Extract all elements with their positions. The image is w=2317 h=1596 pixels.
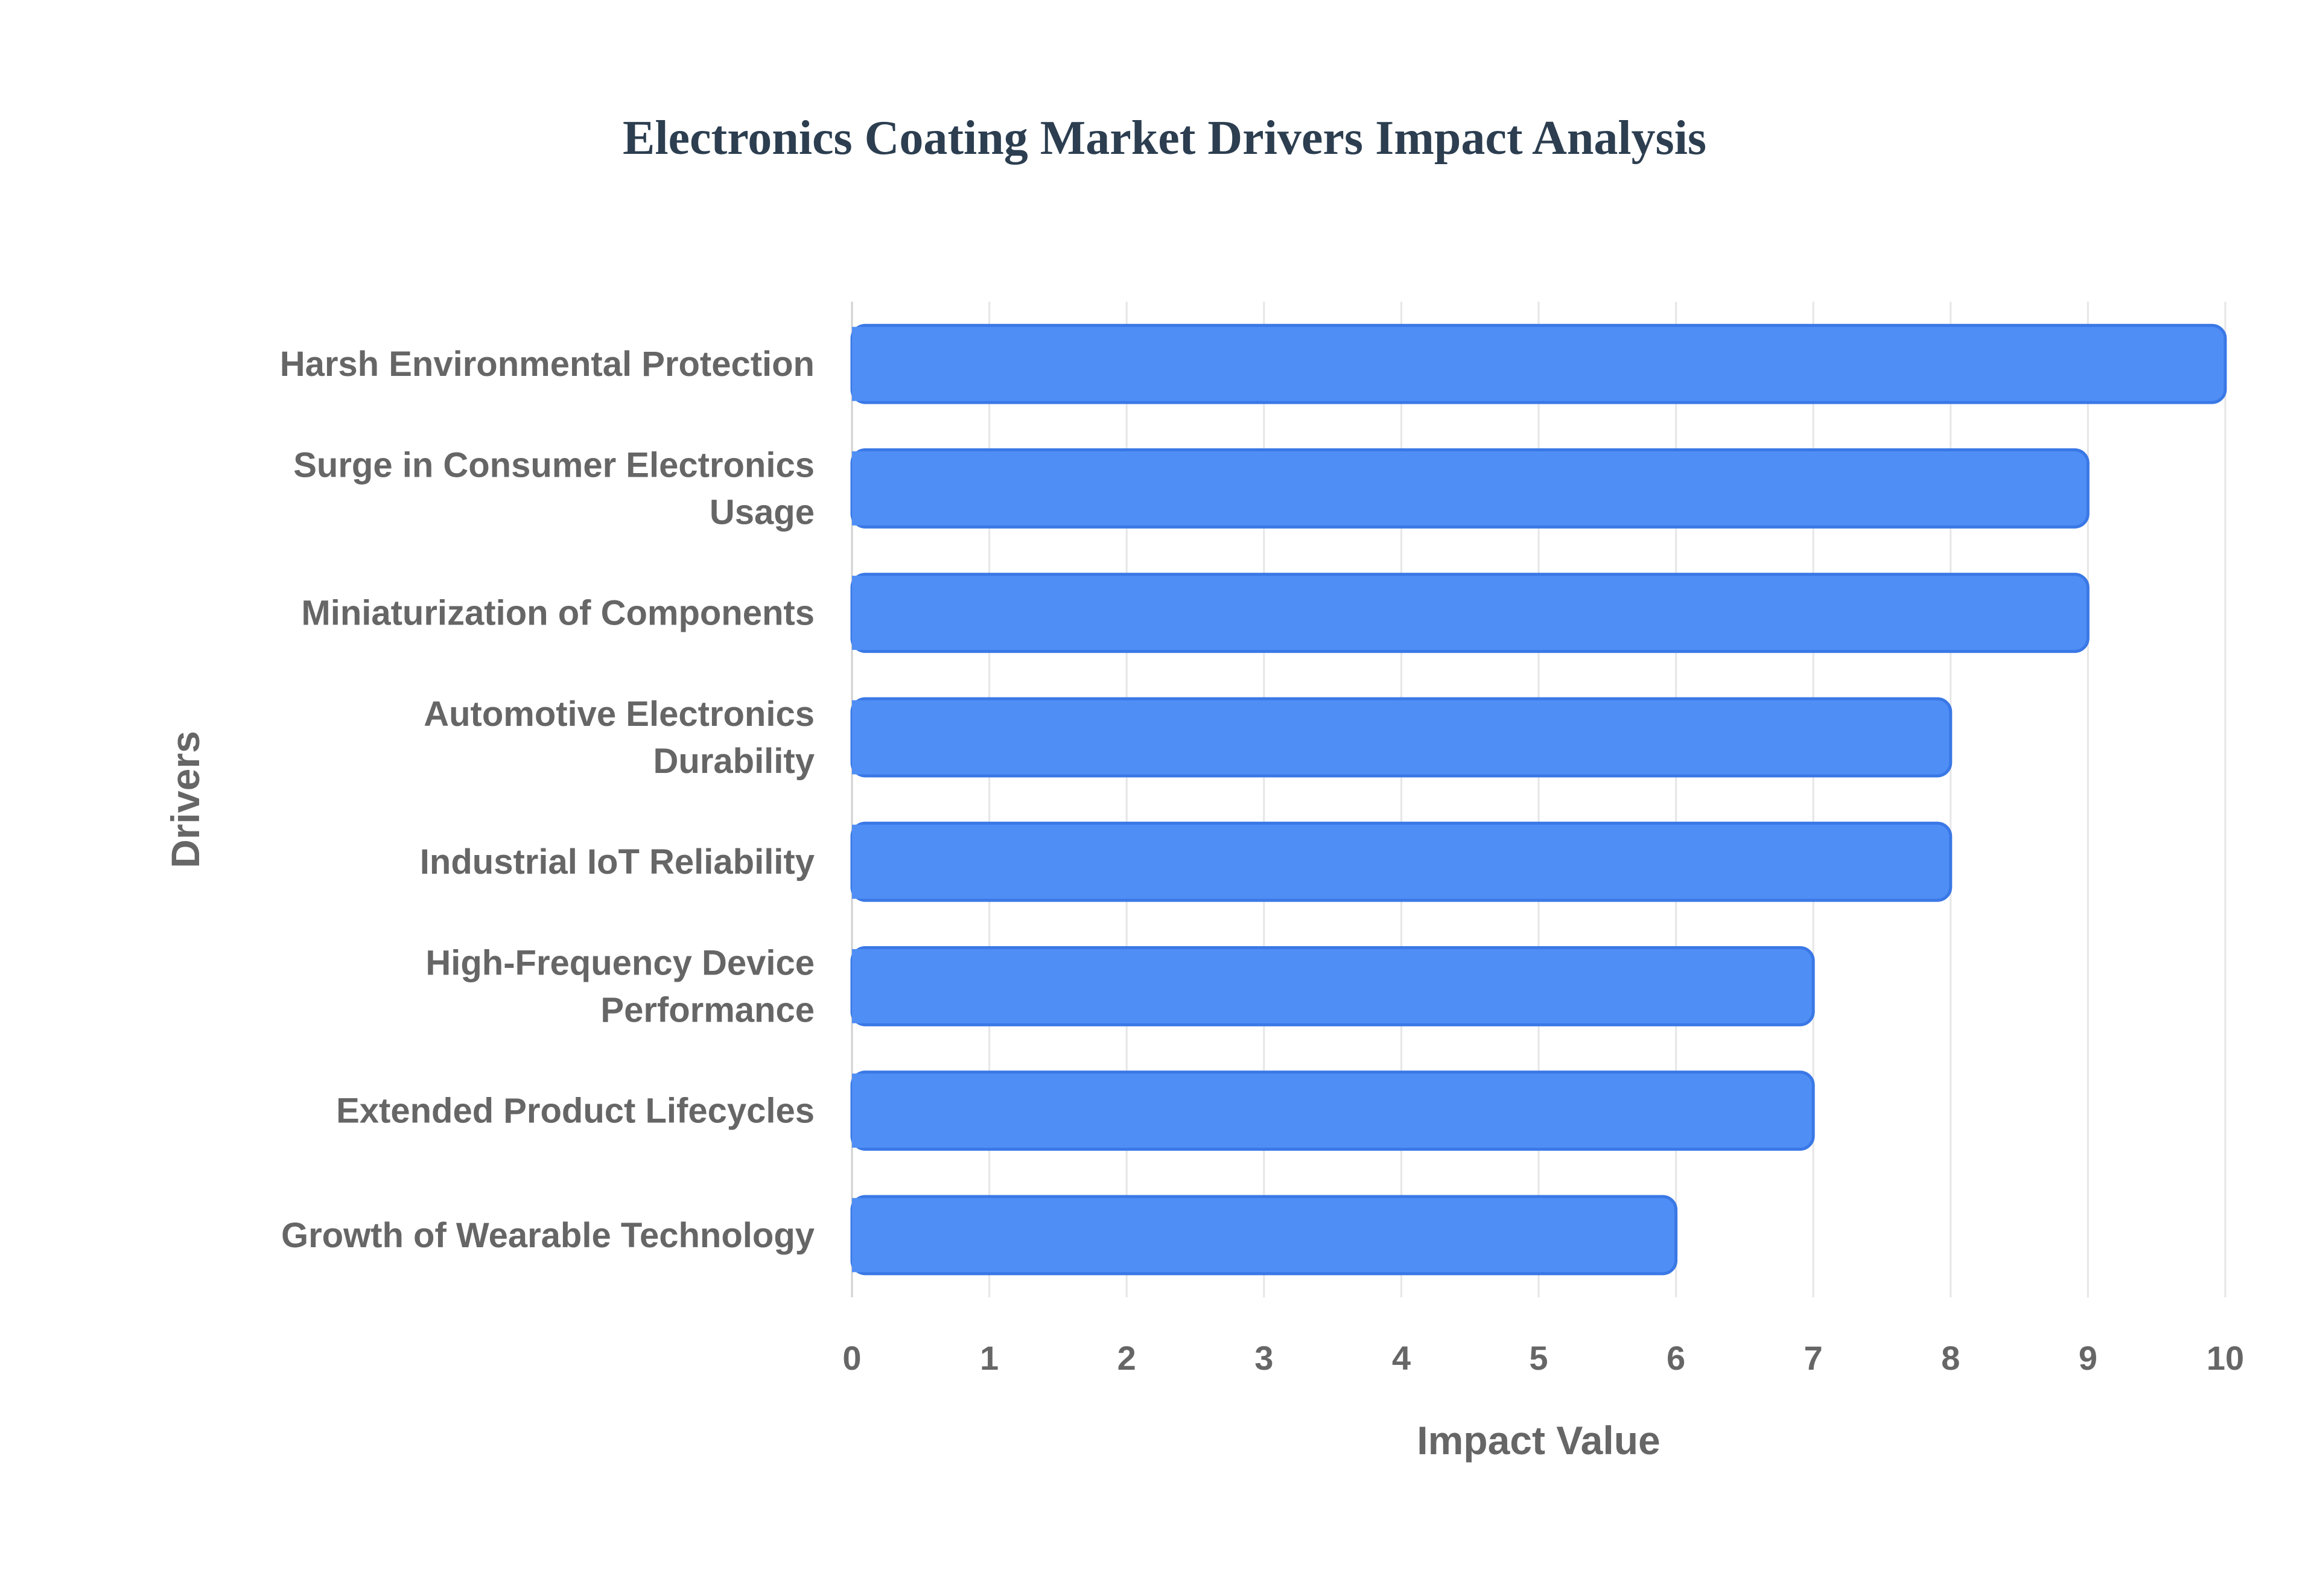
x-tick-label: 6 [1667, 1339, 1685, 1377]
bar [850, 1070, 1815, 1151]
y-category-label: Miniaturization of Components [301, 594, 815, 633]
x-tick-label: 5 [1529, 1339, 1548, 1377]
chart-title: Electronics Coating Market Drivers Impac… [623, 112, 1706, 165]
bar-edge [852, 824, 870, 899]
bar-edge [852, 949, 870, 1023]
x-tick-label: 2 [1117, 1339, 1136, 1377]
x-tick-label: 4 [1392, 1339, 1411, 1377]
bar-edge [852, 451, 870, 526]
y-category-label: Surge in Consumer Electronics [293, 445, 815, 485]
x-tick-label: 8 [1941, 1339, 1960, 1377]
bar-edge [852, 1198, 870, 1273]
labels: Electronics Coating Market Drivers Impac… [163, 112, 2244, 1463]
bar-edge [852, 576, 870, 650]
y-category-label: Durability [653, 742, 815, 781]
y-category-label: Performance [600, 990, 815, 1029]
bar-edge [852, 700, 870, 775]
x-tick-label: 10 [2207, 1339, 2244, 1377]
x-tick-label: 1 [980, 1339, 999, 1377]
y-category-label: Automotive Electronics [424, 695, 815, 734]
bar [850, 697, 1953, 778]
x-tick-label: 0 [842, 1339, 861, 1377]
y-category-label: Extended Product Lifecycles [336, 1092, 815, 1131]
y-category-label: Harsh Environmental Protection [280, 345, 815, 384]
x-tick-label: 7 [1804, 1339, 1823, 1377]
bar [850, 448, 2090, 529]
bar [850, 1195, 1678, 1276]
bar-edge [852, 326, 870, 401]
y-category-label: Industrial IoT Reliability [420, 842, 815, 882]
bars [850, 323, 2227, 1276]
bar-edge [852, 1073, 870, 1148]
y-category-label: Usage [710, 492, 815, 532]
bar [850, 821, 1953, 902]
y-category-label: High-Frequency Device [425, 943, 815, 982]
x-axis-title: Impact Value [1417, 1418, 1661, 1463]
bar [850, 323, 2227, 404]
x-tick-label: 9 [2079, 1339, 2097, 1377]
bar [850, 573, 2090, 653]
bar [850, 946, 1815, 1026]
y-axis-title: Drivers [163, 731, 208, 868]
x-tick-label: 3 [1254, 1339, 1273, 1377]
y-category-label: Growth of Wearable Technology [281, 1216, 815, 1255]
